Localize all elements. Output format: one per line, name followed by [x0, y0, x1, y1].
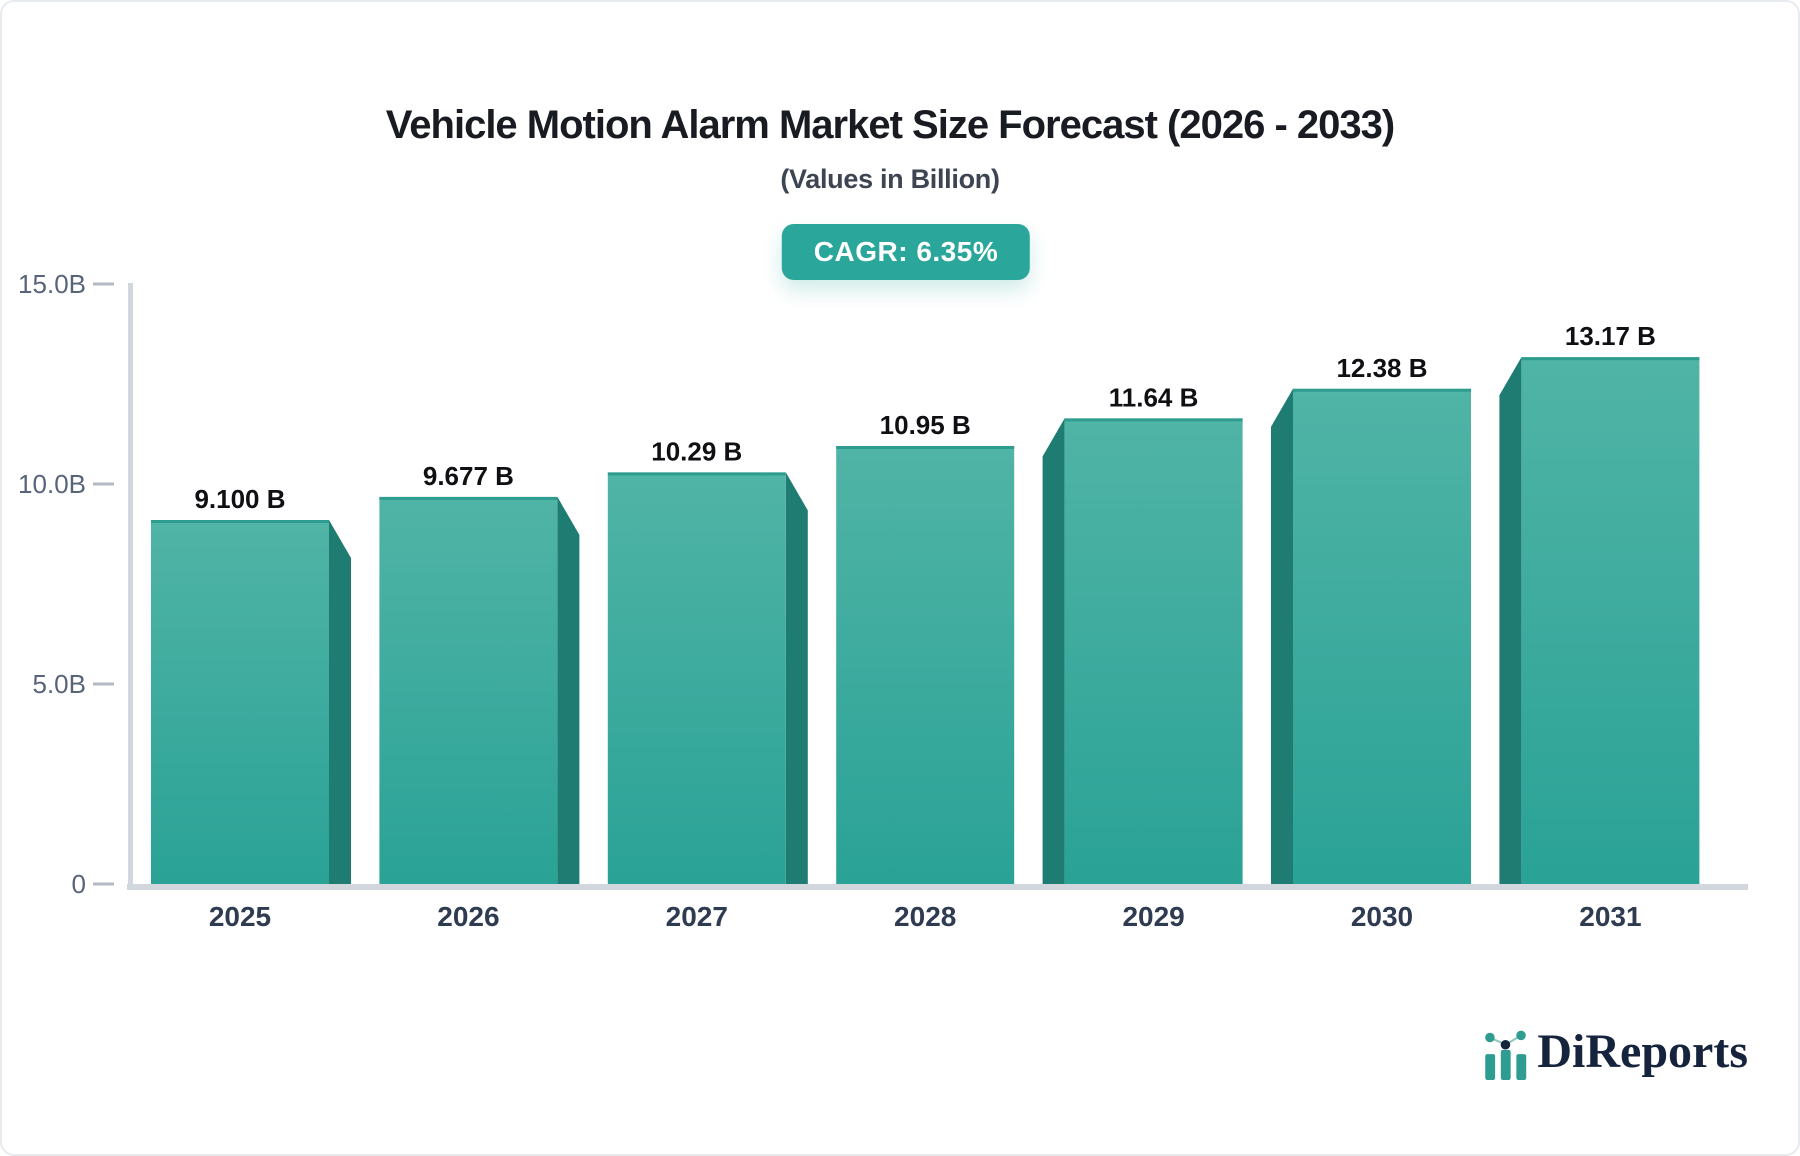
bar-group-2028: 10.95 B 2028 — [836, 410, 1015, 932]
x-tick-label: 2027 — [666, 901, 728, 932]
bar-side — [1499, 357, 1522, 884]
bar-group-2026: 9.677 B 2026 — [379, 461, 580, 932]
logo-dot-left — [1485, 1032, 1496, 1043]
bar-value-label: 13.17 B — [1565, 321, 1656, 351]
bar-2025 — [151, 520, 329, 884]
y-tick-dash — [93, 682, 114, 686]
bar-group-2025: 9.100 B 2025 — [151, 484, 351, 932]
bar-group-2030: 12.38 B 2030 — [1271, 353, 1471, 932]
bar-value-label: 10.95 B — [880, 410, 971, 440]
y-tick-dash — [93, 282, 114, 286]
bar-value-label: 10.29 B — [651, 436, 742, 466]
y-tick-label: 0 — [72, 869, 86, 899]
x-tick-label: 2031 — [1579, 901, 1641, 932]
bar-value-label: 12.38 B — [1336, 353, 1427, 383]
bar-2031 — [1521, 357, 1700, 884]
x-tick-label: 2025 — [209, 901, 271, 932]
bar-top-edge — [379, 496, 558, 500]
x-tick-label: 2026 — [437, 901, 499, 932]
logo-bar-right — [1516, 1054, 1527, 1080]
y-tick-dash — [93, 882, 114, 886]
bar-side — [329, 520, 351, 884]
bar-2030 — [1293, 388, 1471, 884]
bar-top-edge — [607, 472, 786, 476]
bar-group-2027: 10.29 B 2027 — [607, 436, 808, 932]
bar-top-edge — [1064, 418, 1243, 422]
bar-side — [1271, 388, 1293, 884]
x-tick-label: 2029 — [1122, 901, 1184, 932]
bar-top-edge — [151, 520, 329, 523]
y-tick-label: 5.0B — [33, 669, 87, 699]
bar-side — [785, 472, 808, 884]
bar-2029 — [1064, 418, 1243, 884]
bar-group-2029: 11.64 B 2029 — [1042, 382, 1243, 932]
y-axis-line — [128, 283, 133, 884]
bar-side — [557, 496, 580, 884]
y-tick-label: 15.0B — [18, 269, 86, 299]
direports-logo: DiReports — [1483, 1024, 1748, 1080]
x-tick-label: 2028 — [894, 901, 956, 932]
bar-top-edge — [1293, 388, 1471, 392]
bar-value-label: 9.100 B — [194, 484, 285, 514]
chart-title: Vehicle Motion Alarm Market Size Forecas… — [385, 103, 1395, 147]
logo-text: DiReports — [1537, 1025, 1748, 1078]
bar-group-2031: 13.17 B 2031 — [1499, 321, 1700, 932]
logo-dot-right — [1516, 1030, 1527, 1041]
y-tick-label: 10.0B — [18, 469, 86, 499]
logo-dot-middle — [1501, 1039, 1511, 1050]
logo-bar-left — [1485, 1054, 1496, 1080]
x-tick-label: 2030 — [1351, 901, 1413, 932]
x-axis-line — [127, 884, 1748, 890]
cagr-badge: CAGR: 6.35% — [781, 224, 1031, 280]
bar-top-edge — [836, 446, 1015, 449]
logo-chart-icon — [1485, 1030, 1527, 1080]
logo-bar-middle — [1501, 1049, 1512, 1080]
bar-2028 — [836, 446, 1015, 884]
bar-side — [1042, 418, 1065, 884]
bar-top-edge — [1521, 357, 1700, 361]
bar-value-label: 9.677 B — [423, 461, 514, 491]
chart-subtitle: (Values in Billion) — [780, 164, 1000, 194]
bar-value-label: 11.64 B — [1109, 382, 1199, 412]
bar-2027 — [607, 472, 786, 884]
y-tick-dash — [93, 482, 114, 486]
bar-2026 — [379, 496, 558, 884]
